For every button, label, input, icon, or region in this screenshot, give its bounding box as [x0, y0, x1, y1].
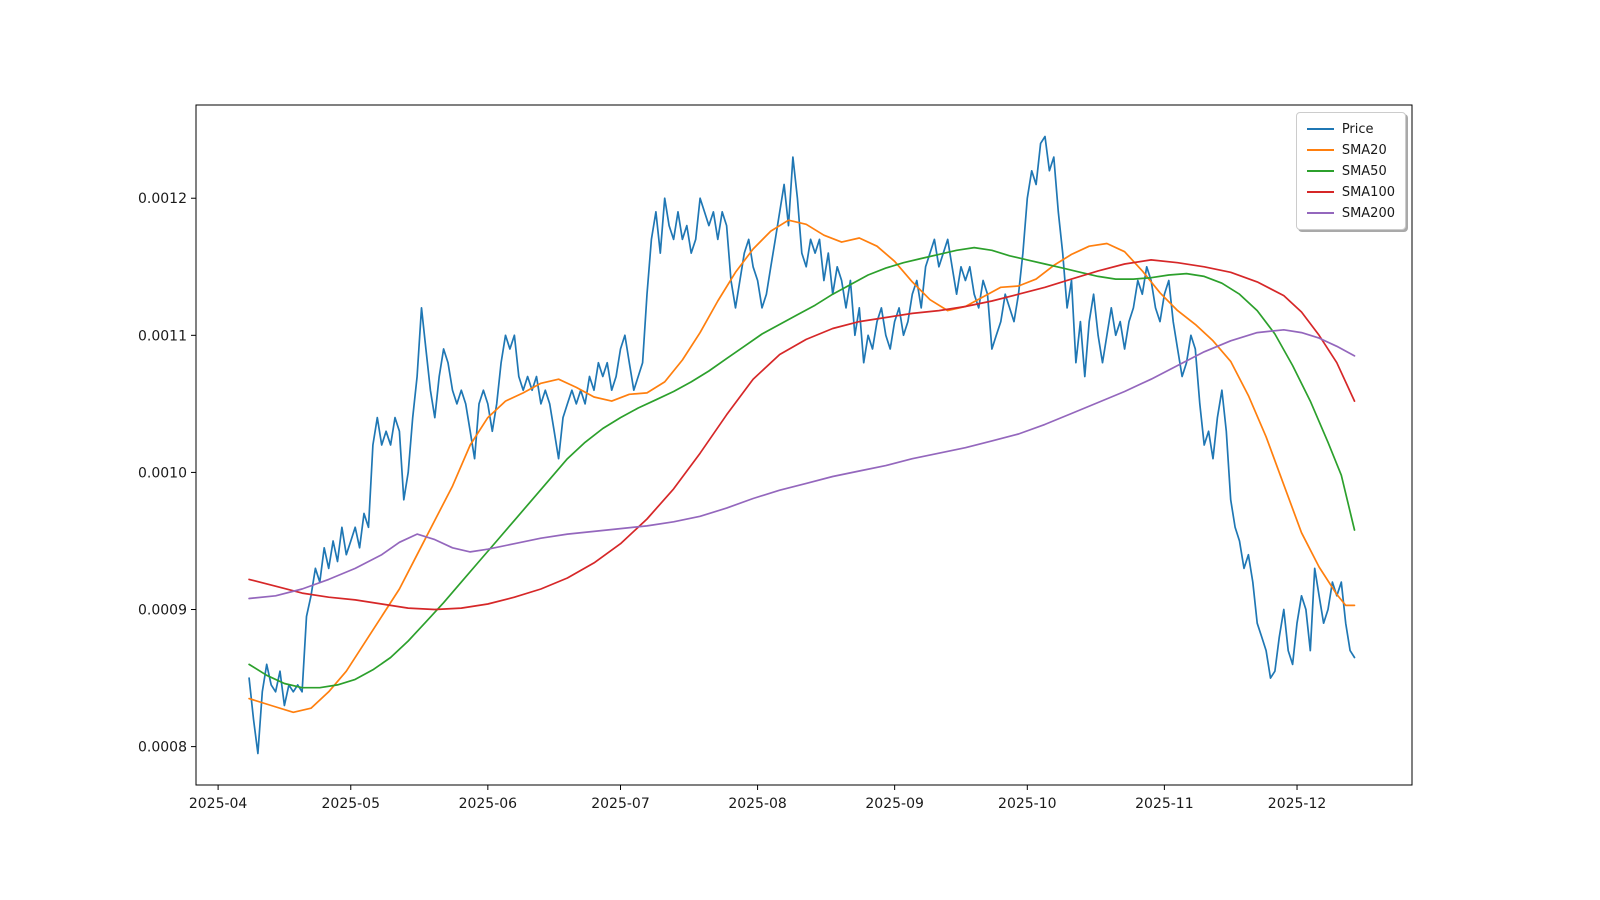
legend-line-swatch-price: [1306, 128, 1334, 130]
y-tick-label: 0.0008: [138, 740, 187, 756]
x-tick-label: 2025-07: [591, 796, 650, 812]
legend-item-sma200: SMA200: [1306, 203, 1395, 223]
legend-item-sma50: SMA50: [1306, 161, 1395, 181]
x-tick-label: 2025-05: [322, 796, 381, 812]
y-tick-label: 0.0011: [138, 328, 187, 344]
legend-line-swatch-sma200: [1306, 212, 1334, 214]
series-line-sma50: [248, 246, 1356, 689]
y-tick-label: 0.0009: [138, 603, 187, 619]
chart-legend: Price SMA20 SMA50 SMA100 SMA200: [1295, 112, 1406, 230]
series-line-sma100: [248, 259, 1356, 611]
series-line-sma200: [248, 328, 1356, 600]
series-line-sma20: [248, 219, 1356, 714]
x-tick-label: 2025-12: [1268, 796, 1327, 812]
legend-label-sma50: SMA50: [1341, 163, 1387, 179]
legend-line-swatch-sma50: [1306, 170, 1334, 172]
x-tick-label: 2025-06: [459, 796, 518, 812]
legend-item-sma100: SMA100: [1306, 182, 1395, 202]
x-tick-label: 2025-10: [998, 796, 1057, 812]
legend-line-swatch-sma100: [1306, 191, 1334, 193]
legend-line-swatch-sma20: [1306, 149, 1334, 151]
legend-item-sma20: SMA20: [1306, 140, 1395, 160]
y-tick-label: 0.0012: [138, 191, 187, 207]
y-tick-label: 0.0010: [138, 465, 187, 481]
axes-frame: [195, 104, 1413, 786]
x-tick-label: 2025-08: [728, 796, 787, 812]
legend-item-price: Price: [1306, 119, 1395, 139]
legend-label-sma200: SMA200: [1341, 205, 1395, 221]
series-line-price: [248, 135, 1356, 755]
x-tick-label: 2025-04: [189, 796, 248, 812]
legend-label-sma20: SMA20: [1341, 142, 1387, 158]
legend-label-price: Price: [1341, 121, 1374, 137]
x-tick-label: 2025-09: [865, 796, 924, 812]
legend-label-sma100: SMA100: [1341, 184, 1395, 200]
x-tick-label: 2025-11: [1135, 796, 1194, 812]
